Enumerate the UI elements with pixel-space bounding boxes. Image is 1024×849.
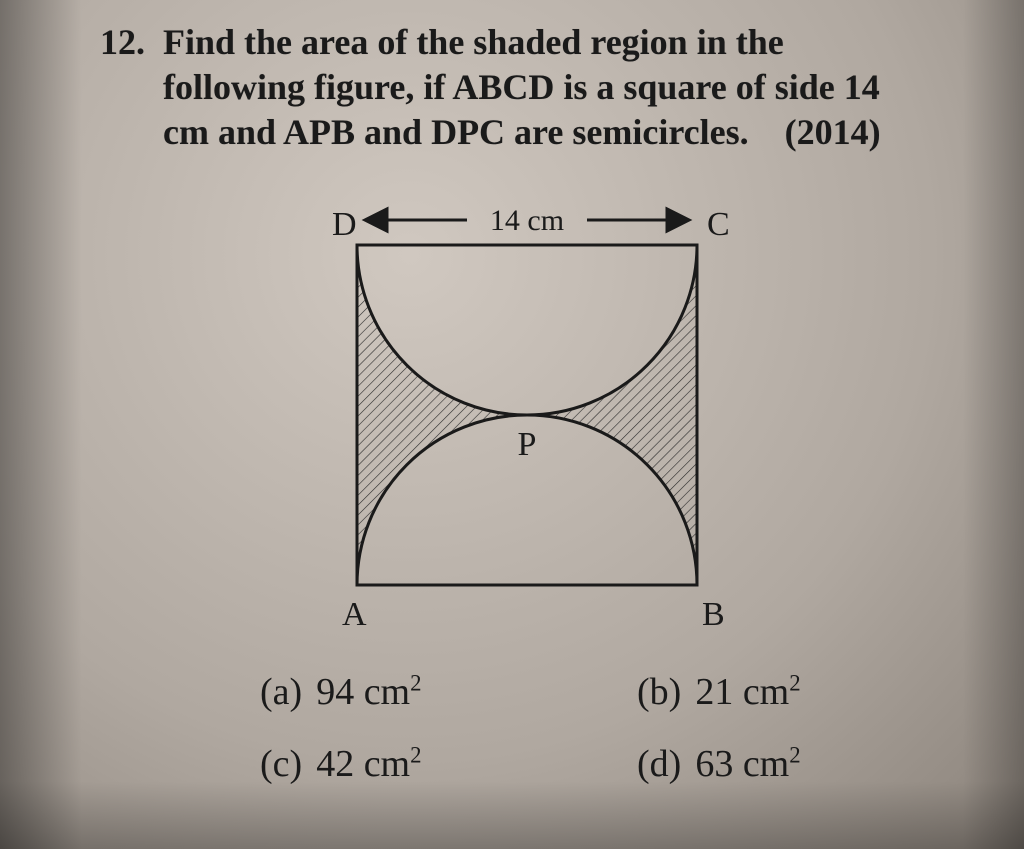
question-text: Find the area of the shaded region in th… xyxy=(163,20,964,155)
question-number: 12. xyxy=(100,20,145,155)
geometry-figure: 14 cm D C A B P xyxy=(272,165,792,640)
label-a: A xyxy=(342,596,367,633)
option-b-value: 21 cm2 xyxy=(695,670,800,714)
option-b: (b) 21 cm2 xyxy=(637,670,894,714)
figure-container: 14 cm D C A B P xyxy=(100,165,964,640)
question-line-1: Find the area of the shaded region in th… xyxy=(163,22,784,62)
question-line-3: cm and APB and DPC are semicircles. xyxy=(163,112,749,152)
label-p: P xyxy=(518,426,537,463)
page: 12. Find the area of the shaded region i… xyxy=(0,0,1024,849)
label-c: C xyxy=(707,206,730,243)
options-grid: (a) 94 cm2 (b) 21 cm2 (c) 42 cm2 (d) 63 … xyxy=(260,670,894,786)
label-b: B xyxy=(702,596,725,633)
option-b-letter: (b) xyxy=(637,670,681,714)
dimension-label: 14 cm xyxy=(490,204,564,237)
question-line-2: following figure, if ABCD is a square of… xyxy=(163,67,880,107)
option-d: (d) 63 cm2 xyxy=(637,742,894,786)
question-block: 12. Find the area of the shaded region i… xyxy=(100,20,964,155)
question-year: (2014) xyxy=(785,112,881,152)
option-d-letter: (d) xyxy=(637,742,681,786)
option-a-letter: (a) xyxy=(260,670,302,714)
option-c-value: 42 cm2 xyxy=(316,742,421,786)
option-a: (a) 94 cm2 xyxy=(260,670,517,714)
option-a-value: 94 cm2 xyxy=(316,670,421,714)
option-c-letter: (c) xyxy=(260,742,302,786)
option-c: (c) 42 cm2 xyxy=(260,742,517,786)
option-d-value: 63 cm2 xyxy=(695,742,800,786)
label-d: D xyxy=(332,206,357,243)
